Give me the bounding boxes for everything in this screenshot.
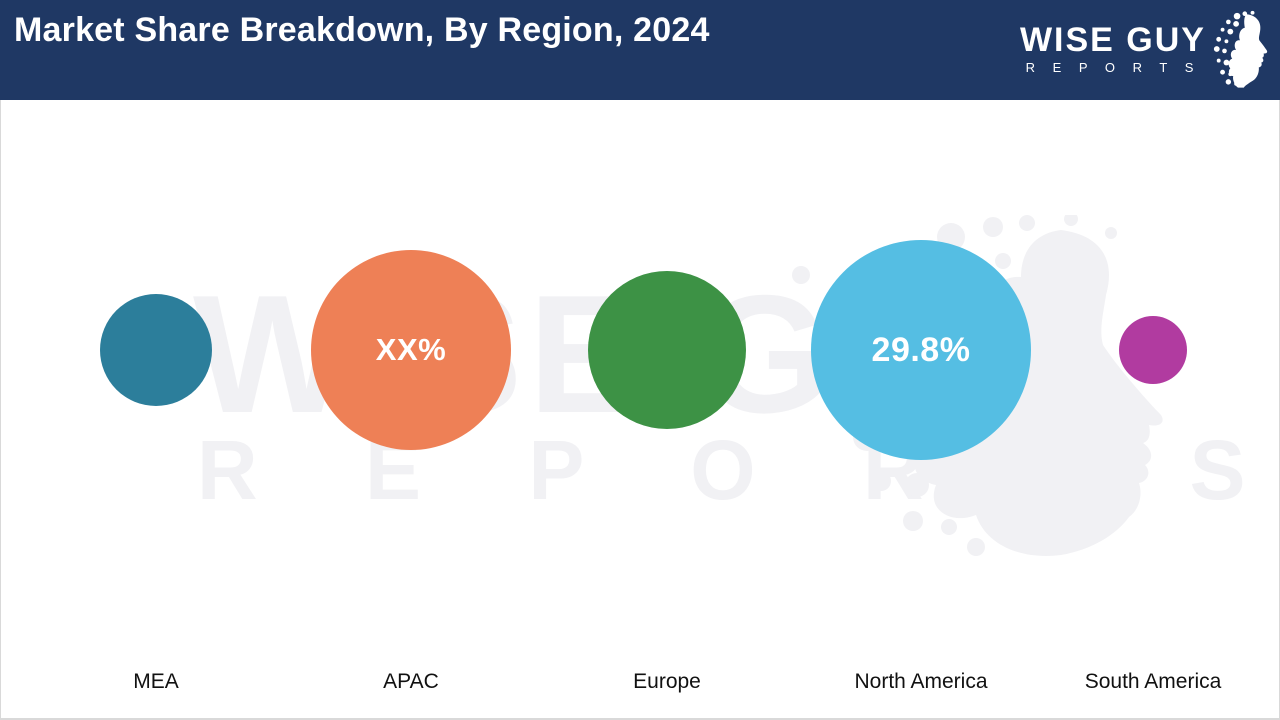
bubble-value-label: XX% xyxy=(375,332,447,367)
brand-subtitle: R E P O R T S xyxy=(1025,60,1201,76)
page-title: Market Share Breakdown, By Region, 2024 xyxy=(14,11,710,49)
bubble-apac: XX% xyxy=(311,250,511,450)
bubble-chart: WISE GUY R E P O R T S XX% xyxy=(0,100,1280,720)
category-label-europe: Europe xyxy=(633,670,701,693)
bubble-north-america: 29.8% xyxy=(811,240,1031,460)
category-label-south-america: South America xyxy=(1084,670,1222,693)
bubble-europe xyxy=(588,271,746,429)
brand-name: WISE GUY xyxy=(1019,20,1206,59)
header-bar: Market Share Breakdown, By Region, 2024 … xyxy=(0,0,1280,100)
bubble-mea xyxy=(100,294,212,406)
brand-logo-text: WISE GUY R E P O R T S xyxy=(1019,20,1206,76)
bubble-value-label: 29.8% xyxy=(871,330,971,369)
wise-guy-head-icon xyxy=(1213,10,1268,88)
bubble-south-america xyxy=(1119,316,1187,384)
category-label-north-america: North America xyxy=(854,670,988,693)
category-label-apac: APAC xyxy=(383,670,439,693)
brand-logo: WISE GUY R E P O R T S xyxy=(1020,0,1280,88)
category-label-mea: MEA xyxy=(133,670,179,693)
